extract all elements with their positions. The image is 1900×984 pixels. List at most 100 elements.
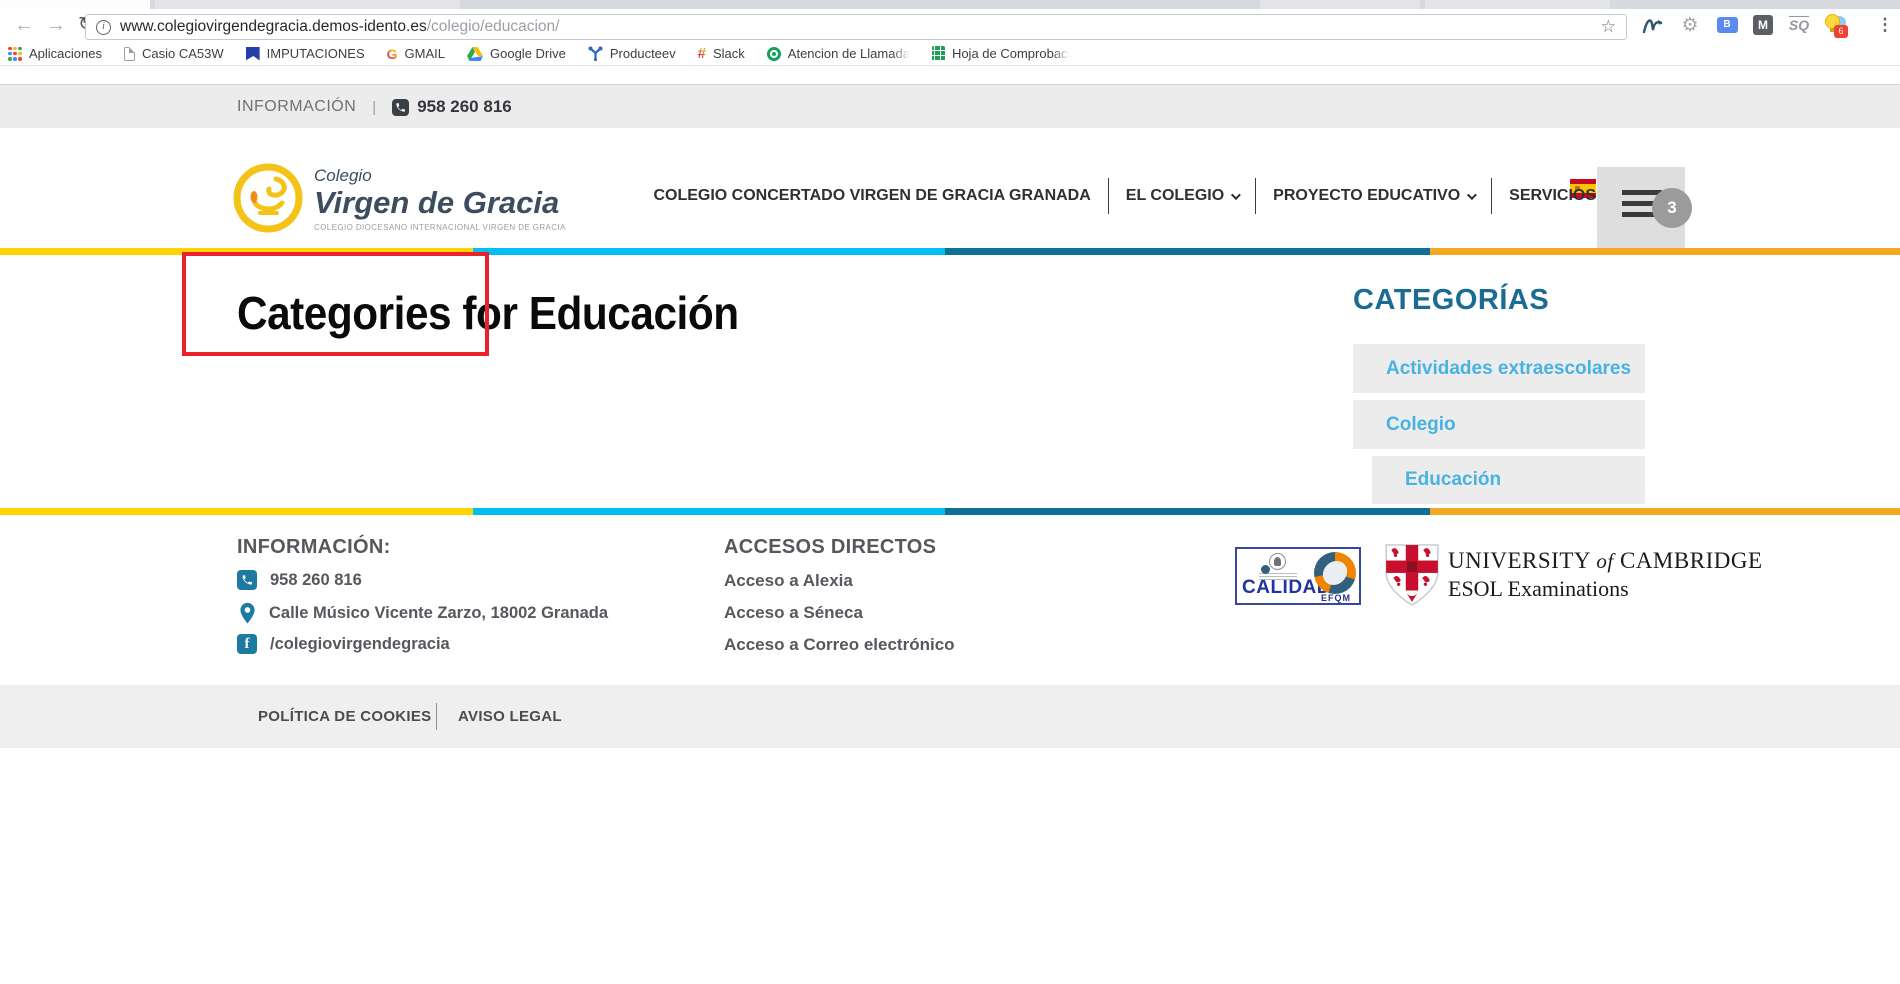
sq-extension-icon[interactable]: SQ (1786, 12, 1812, 38)
site-top-bar: INFORMACIÓN | 958 260 816 (0, 84, 1900, 199)
bookmark-label: Producteev (609, 46, 676, 61)
call-ring-icon (766, 46, 781, 61)
legal-divider (436, 703, 437, 730)
category-link: Educación (1405, 469, 1502, 490)
sidebar-item-colegio[interactable]: Colegio (1353, 400, 1645, 449)
sidebar-item-actividades[interactable]: Actividades extraescolares (1353, 344, 1645, 393)
category-link: Actividades extraescolares (1386, 357, 1632, 379)
cookies-policy-link[interactable]: POLÍTICA DE COOKIES (258, 708, 432, 725)
url-path: /colegio/educacion/ (426, 18, 560, 35)
hamburger-bar (1622, 201, 1662, 206)
bookmark-label: IMPUTACIONES (266, 46, 365, 61)
sidebar-item-educacion[interactable]: Educación (1372, 456, 1645, 504)
lightbulb-extension-icon[interactable]: 6 (1822, 12, 1848, 38)
gear-extension-icon[interactable]: ⚙ (1681, 14, 1699, 36)
link-acceso-seneca[interactable]: Acceso a Séneca (724, 603, 863, 622)
chevron-down-icon (1467, 189, 1478, 200)
topbar-phone[interactable]: 958 260 816 (392, 97, 512, 117)
cambridge-shield-icon (1385, 544, 1439, 606)
bookmark-slack[interactable]: # Slack (698, 45, 745, 62)
bookmark-gmail[interactable]: G GMAIL (387, 46, 445, 62)
back-button[interactable]: ← (10, 11, 38, 39)
spanish-flag-icon[interactable] (1570, 179, 1596, 198)
main-navigation: COLEGIO CONCERTADO VIRGEN DE GRACIA GRAN… (653, 176, 1613, 216)
facebook-letter: f (244, 635, 250, 652)
tab-strip (0, 0, 1900, 9)
site-logo[interactable]: Colegio Virgen de Gracia COLEGIO DIOCESA… (230, 160, 566, 236)
calidad-label: CALIDAD (1242, 577, 1331, 598)
apps-grid-icon (8, 46, 22, 61)
bookmark-google-drive[interactable]: Google Drive (467, 46, 566, 61)
nav-divider (1107, 178, 1109, 214)
cambridge-word: of (1596, 549, 1614, 573)
topbar-phone-number: 958 260 816 (417, 97, 512, 116)
link-acceso-correo[interactable]: Acceso a Correo electrónico (724, 635, 955, 654)
footer-address: Calle Músico Vicente Zarzo, 18002 Granad… (269, 604, 609, 622)
footer-info-title: INFORMACIÓN: (237, 536, 391, 558)
chevron-down-icon (1231, 189, 1242, 200)
bookmark-label: GMAIL (404, 46, 445, 61)
browser-toolbar: ← → ↻ i www.colegiovirgendegracia.demos-… (0, 9, 1900, 42)
footer-links-title: ACCESOS DIRECTOS (724, 536, 937, 558)
background-tab[interactable] (1425, 0, 1610, 9)
nav-divider (1255, 178, 1257, 214)
lightbulb-icon: 6 (1822, 13, 1848, 38)
legal-notice-link[interactable]: AVISO LEGAL (458, 708, 562, 725)
producteev-icon (588, 46, 603, 61)
bookmark-casio[interactable]: Casio CA53W (124, 46, 224, 61)
drive-icon (467, 46, 483, 61)
url-domain: www.colegiovirgendegracia.demos-idento.e… (120, 18, 427, 35)
bookmarks-bar: Aplicaciones Casio CA53W IMPUTACIONES G … (0, 42, 1900, 66)
footer-facebook-row[interactable]: f /colegiovirgendegracia (237, 634, 450, 654)
logo-tagline: COLEGIO DIOCESANO INTERNACIONAL VIRGEN D… (314, 223, 566, 232)
nav-divider (1491, 178, 1493, 214)
calidad-logo: CALIDAD EFQM (1235, 547, 1361, 605)
bookmark-producteev[interactable]: Producteev (588, 46, 676, 61)
sq-label: SQ (1788, 17, 1810, 33)
browser-menu-icon[interactable]: ⋮ (1876, 15, 1894, 34)
nav-item-el-colegio[interactable]: EL COLEGIO (1126, 187, 1242, 205)
logo-word-colegio: Colegio (314, 166, 372, 185)
background-tab[interactable] (1260, 0, 1420, 9)
phone-icon (237, 570, 257, 590)
efqm-dot (1261, 565, 1270, 574)
footer-phone-row[interactable]: 958 260 816 (237, 570, 362, 590)
bookmark-star-icon[interactable]: ☆ (1600, 17, 1616, 36)
address-bar[interactable]: i www.colegiovirgendegracia.demos-idento… (85, 14, 1627, 40)
footer-info-column: INFORMACIÓN: (237, 536, 391, 559)
cambridge-title: UNIVERSITY of CAMBRIDGE (1448, 548, 1763, 574)
info-label: INFORMACIÓN (237, 98, 357, 115)
active-tab[interactable] (0, 0, 150, 9)
slack-hash-icon: # (697, 45, 706, 62)
nav-item-proyecto-educativo[interactable]: PROYECTO EDUCATIVO (1273, 187, 1478, 205)
bookmark-atencion[interactable]: Atencion de Llamada (766, 46, 910, 61)
logo-name: Virgen de Gracia (314, 185, 560, 220)
logo-emblem-icon (233, 163, 303, 233)
m-letter: M (1753, 15, 1773, 35)
m-extension-icon[interactable]: M (1750, 12, 1776, 38)
bookmark-imputaciones[interactable]: IMPUTACIONES (245, 46, 365, 61)
menu-count-badge: 3 (1652, 188, 1692, 228)
page-info-icon[interactable]: i (96, 19, 111, 35)
nav-item-home[interactable]: COLEGIO CONCERTADO VIRGEN DE GRACIA GRAN… (653, 187, 1090, 205)
tag-extension-icon[interactable]: B (1714, 12, 1740, 38)
bookmark-hoja[interactable]: Hoja de Comprobaci (931, 46, 1070, 61)
phone-icon (392, 98, 410, 116)
bookmark-label: Aplicaciones (29, 46, 102, 61)
footer-links-column: ACCESOS DIRECTOS (724, 536, 936, 559)
background-tab[interactable] (155, 0, 460, 9)
nav-item-servicios[interactable]: SERVICIOS (1509, 187, 1613, 205)
spreadsheet-icon (931, 46, 945, 61)
facebook-icon: f (237, 634, 257, 654)
footer-facebook-handle: /colegiovirgendegracia (270, 634, 450, 653)
accent-bar-top (0, 248, 1900, 255)
nav-label: SERVICIOS (1509, 187, 1596, 204)
signature-extension-icon[interactable] (1640, 12, 1666, 38)
map-pin-icon (240, 602, 255, 624)
hamburger-bar (1622, 190, 1662, 195)
calidad-caption-lines (1259, 573, 1297, 580)
forward-button[interactable]: → (42, 11, 70, 39)
link-acceso-alexia[interactable]: Acceso a Alexia (724, 571, 853, 590)
bookmark-aplicaciones[interactable]: Aplicaciones (8, 46, 102, 61)
